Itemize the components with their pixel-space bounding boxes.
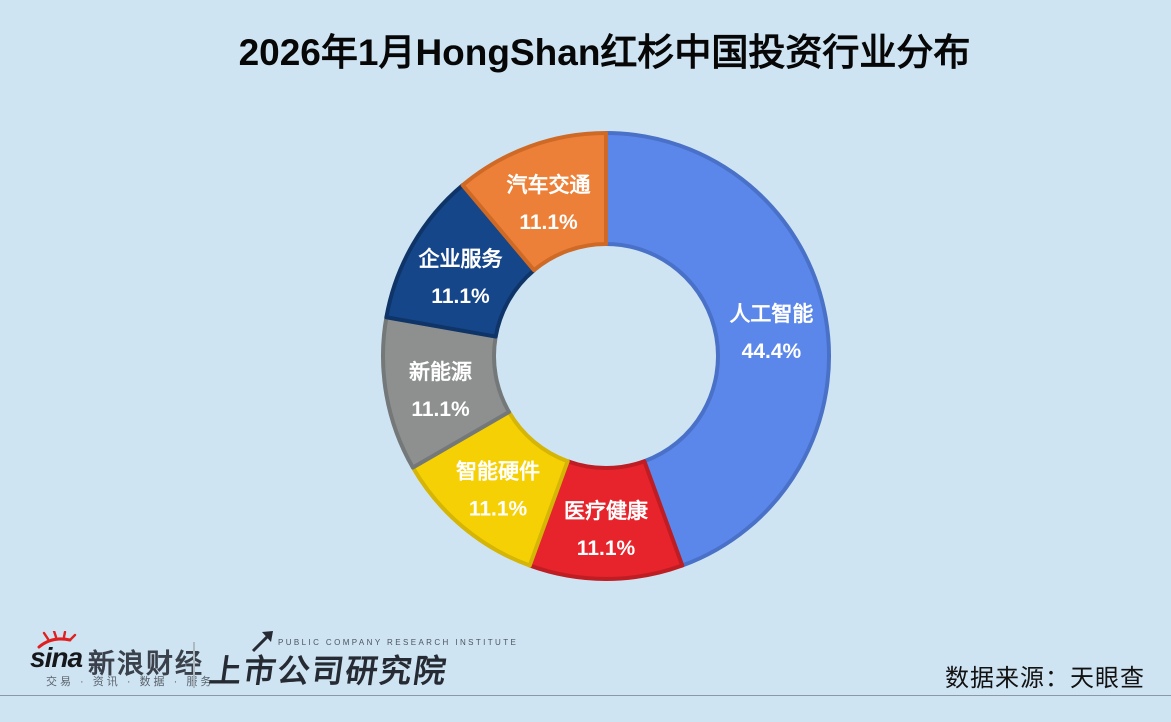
slice-pct-新能源: 11.1% xyxy=(411,398,470,421)
chart-title: 2026年1月HongShan红杉中国投资行业分布 xyxy=(238,32,971,73)
slice-pct-企业服务: 11.1% xyxy=(431,285,490,308)
slice-pct-智能硬件: 11.1% xyxy=(469,498,528,521)
slice-name-人工智能: 人工智能 xyxy=(729,302,813,326)
pie-slice-汽车交通[interactable] xyxy=(460,131,608,273)
sina-eye-icon xyxy=(37,631,77,649)
logo-divider xyxy=(193,642,195,688)
institute-name-en: PUBLIC COMPANY RESEARCH INSTITUTE xyxy=(278,638,519,647)
slice-pct-汽车交通: 11.1% xyxy=(519,211,578,234)
slice-pct-人工智能: 44.4% xyxy=(742,340,802,363)
slice-name-医疗健康: 医疗健康 xyxy=(564,499,649,523)
footer-divider-line xyxy=(0,695,1171,696)
institute-arrow-icon xyxy=(251,631,273,653)
data-source-label: 数据来源：天眼查 xyxy=(945,665,1145,692)
sina-logo-text: sina xyxy=(30,642,83,673)
sina-finance-brand: 新浪财经 xyxy=(88,649,204,679)
slice-name-企业服务: 企业服务 xyxy=(418,247,504,271)
slice-name-新能源: 新能源 xyxy=(409,360,472,384)
slice-pct-医疗健康: 11.1% xyxy=(577,537,636,560)
pie-slice-人工智能[interactable] xyxy=(604,131,831,568)
sina-tagline: 交易 · 资讯 · 数据 · 服务 xyxy=(46,676,215,688)
donut-svg: 人工智能 44.4% 医疗健康 11.1% 智能硬件 11.1% 新能源 11.1% 企业服务 1… xyxy=(381,131,831,581)
donut-chart: 人工智能 44.4% 医疗健康 11.1% 智能硬件 11.1% 新能源 11.1% 企业服务 1… xyxy=(371,121,841,591)
footer: sina 新浪财经 交易 · 资讯 · 数据 · 服务 PUBLIC COMPA… xyxy=(0,628,1171,722)
institute-name-cn: 上市公司研究院 xyxy=(207,653,451,689)
slice-name-汽车交通: 汽车交通 xyxy=(507,173,591,197)
slice-name-智能硬件: 智能硬件 xyxy=(456,460,540,484)
